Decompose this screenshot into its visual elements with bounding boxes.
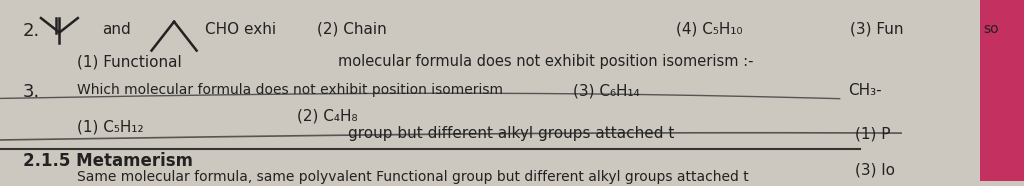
Text: (3) Fun: (3) Fun xyxy=(850,22,903,37)
Text: and: and xyxy=(102,22,131,37)
Text: 2.1.5 Metamerism: 2.1.5 Metamerism xyxy=(23,152,193,170)
Text: molecular formula does not exhibit position isomerism :-: molecular formula does not exhibit posit… xyxy=(338,54,754,69)
Text: group but different alkyl groups attached t: group but different alkyl groups attache… xyxy=(348,126,675,141)
Text: (3) lo: (3) lo xyxy=(855,163,895,177)
Text: CHO exhi: CHO exhi xyxy=(205,22,275,37)
Text: so: so xyxy=(983,22,998,36)
Text: Same molecular formula, same polyvalent Functional group but different alkyl gro: Same molecular formula, same polyvalent … xyxy=(77,170,749,184)
Text: (1) Functional: (1) Functional xyxy=(77,54,181,69)
Text: Which molecular formula does not exhibit position isomerism: Which molecular formula does not exhibit… xyxy=(77,83,503,97)
Text: 2.: 2. xyxy=(23,22,40,40)
Text: (1) C₅H₁₂: (1) C₅H₁₂ xyxy=(77,119,143,134)
Text: (3) C₆H₁₄: (3) C₆H₁₄ xyxy=(573,83,640,98)
Text: (2) C₄H₈: (2) C₄H₈ xyxy=(297,108,357,123)
Text: (2) Chain: (2) Chain xyxy=(317,22,387,37)
Bar xyxy=(980,0,1024,181)
Text: (4) C₅H₁₀: (4) C₅H₁₀ xyxy=(676,22,742,37)
Text: (1) P: (1) P xyxy=(855,126,891,141)
Text: 3.: 3. xyxy=(23,83,40,101)
Text: CH₃-: CH₃- xyxy=(848,83,882,98)
